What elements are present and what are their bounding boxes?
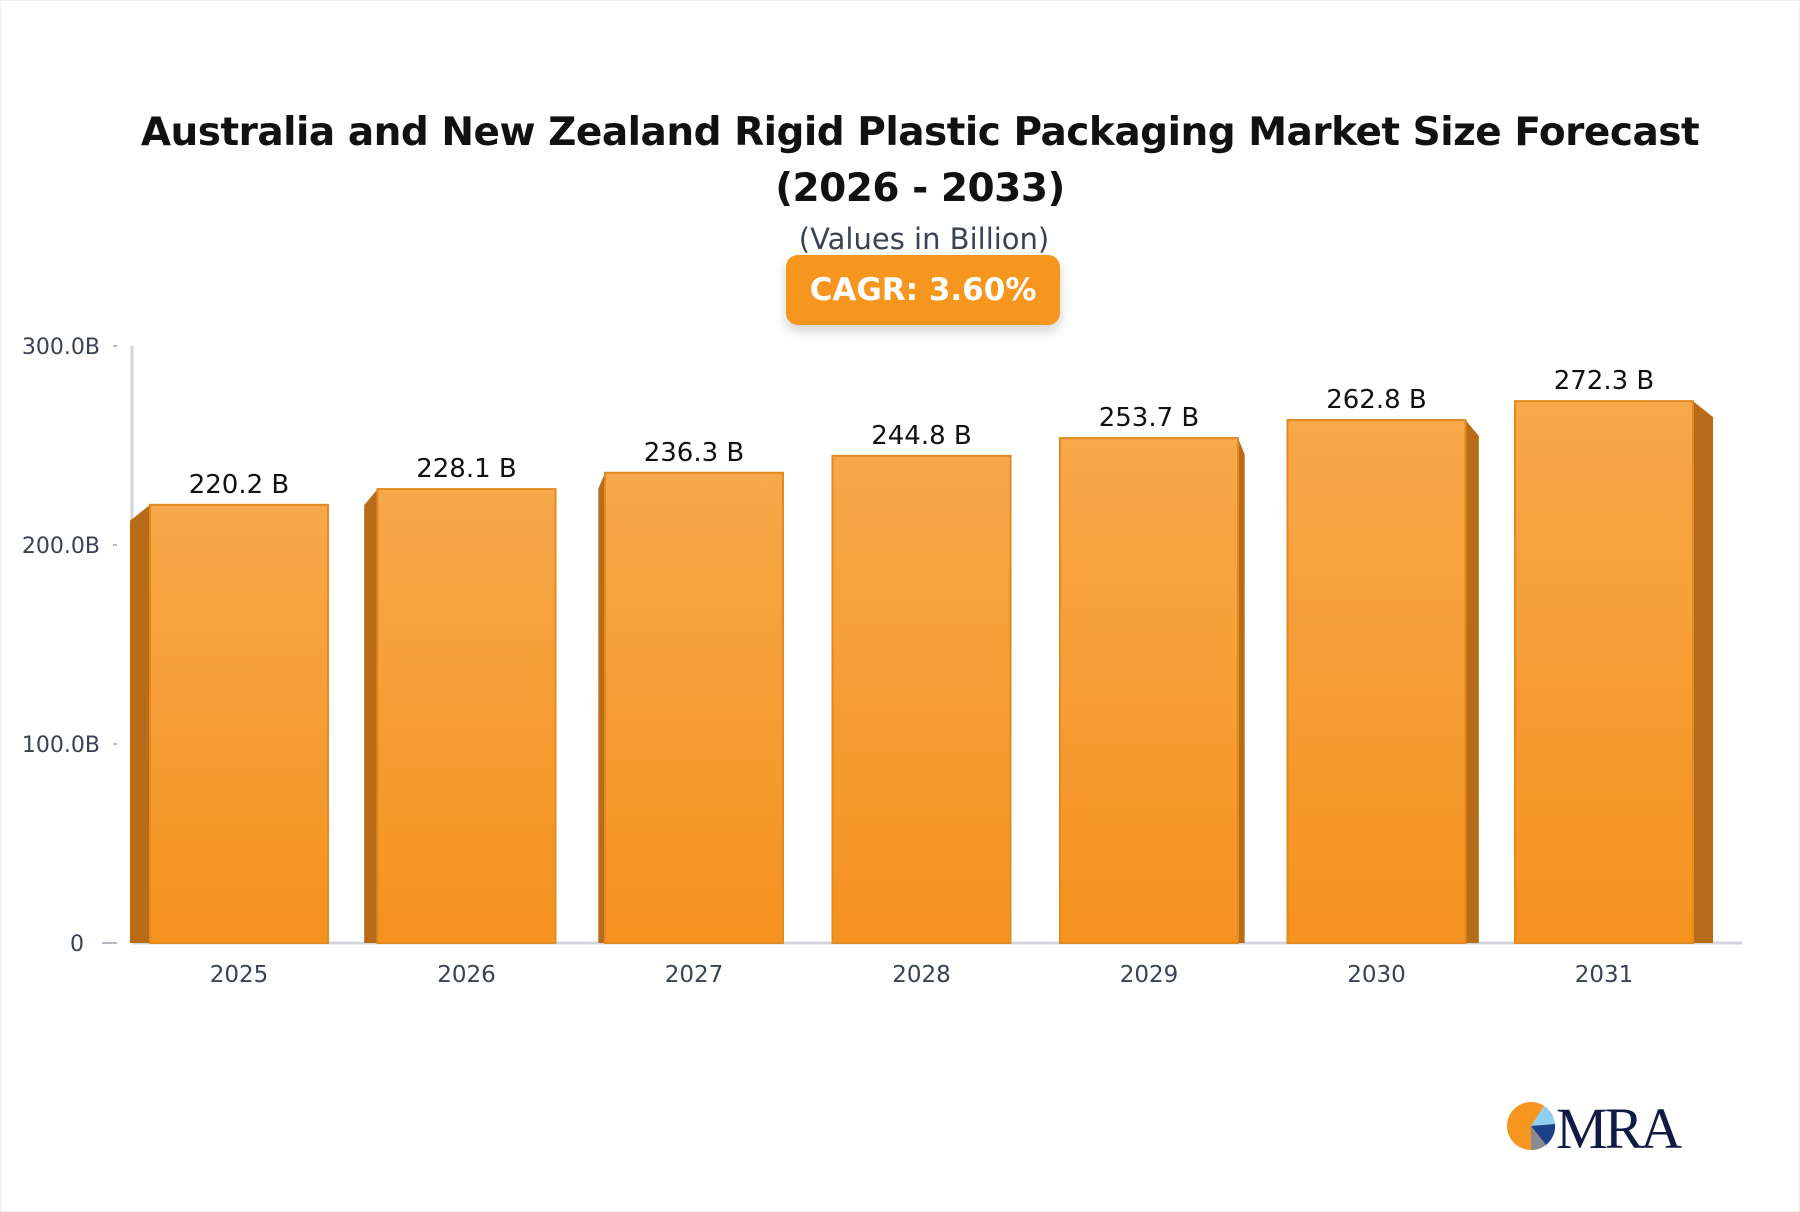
bar bbox=[604, 471, 784, 944]
data-label: 244.8 B bbox=[871, 421, 972, 451]
bar bbox=[149, 503, 329, 944]
bar bbox=[1514, 400, 1694, 944]
cagr-badge: CAGR: 3.60% bbox=[786, 255, 1060, 325]
mra-logo: MRA bbox=[1507, 1098, 1685, 1154]
bar bbox=[831, 454, 1012, 944]
data-label: 228.1 B bbox=[416, 454, 517, 484]
bar-side bbox=[1693, 401, 1713, 943]
bar bbox=[1286, 419, 1467, 944]
bar-group: 220.2 B 2025 bbox=[130, 470, 329, 988]
bar-group: 236.3 B 2027 bbox=[598, 438, 784, 988]
bar-side bbox=[1238, 438, 1245, 943]
bar-group: 262.8 B 2030 bbox=[1286, 385, 1479, 988]
bar bbox=[1059, 437, 1239, 944]
data-label: 272.3 B bbox=[1554, 366, 1655, 396]
bar-side bbox=[130, 504, 150, 943]
x-tick-label: 2026 bbox=[437, 962, 496, 988]
bar bbox=[376, 488, 557, 944]
bar-group: 244.8 B 2028 bbox=[831, 421, 1012, 988]
x-tick-label: 2027 bbox=[665, 962, 724, 988]
y-tick-label: 0 bbox=[70, 932, 84, 957]
data-label: 253.7 B bbox=[1099, 403, 1200, 433]
chart-subtitle: (Values in Billion) bbox=[798, 222, 1050, 256]
y-tick-label: 100.0B bbox=[22, 733, 100, 758]
chart-title: Australia and New Zealand Rigid Plastic … bbox=[140, 110, 1700, 211]
svg-text:MRA: MRA bbox=[1556, 1098, 1682, 1154]
bar-side bbox=[1465, 420, 1479, 943]
x-tick-label: 2030 bbox=[1347, 962, 1406, 988]
data-label: 236.3 B bbox=[644, 438, 745, 468]
y-tick-label: 200.0B bbox=[22, 534, 100, 559]
bar-side bbox=[598, 472, 605, 943]
x-tick-label: 2031 bbox=[1575, 962, 1634, 988]
data-label: 262.8 B bbox=[1326, 385, 1427, 415]
x-tick-label: 2025 bbox=[210, 962, 269, 988]
data-label: 220.2 B bbox=[189, 470, 290, 500]
x-tick-label: 2029 bbox=[1120, 962, 1179, 988]
bar-group: 253.7 B 2029 bbox=[1059, 403, 1245, 988]
bar-side bbox=[364, 489, 378, 943]
bar-group: 272.3 B 2031 bbox=[1514, 366, 1713, 988]
bar-group: 228.1 B 2026 bbox=[364, 454, 557, 988]
y-tick-label: 300.0B bbox=[22, 335, 100, 360]
x-tick-label: 2028 bbox=[892, 962, 951, 988]
